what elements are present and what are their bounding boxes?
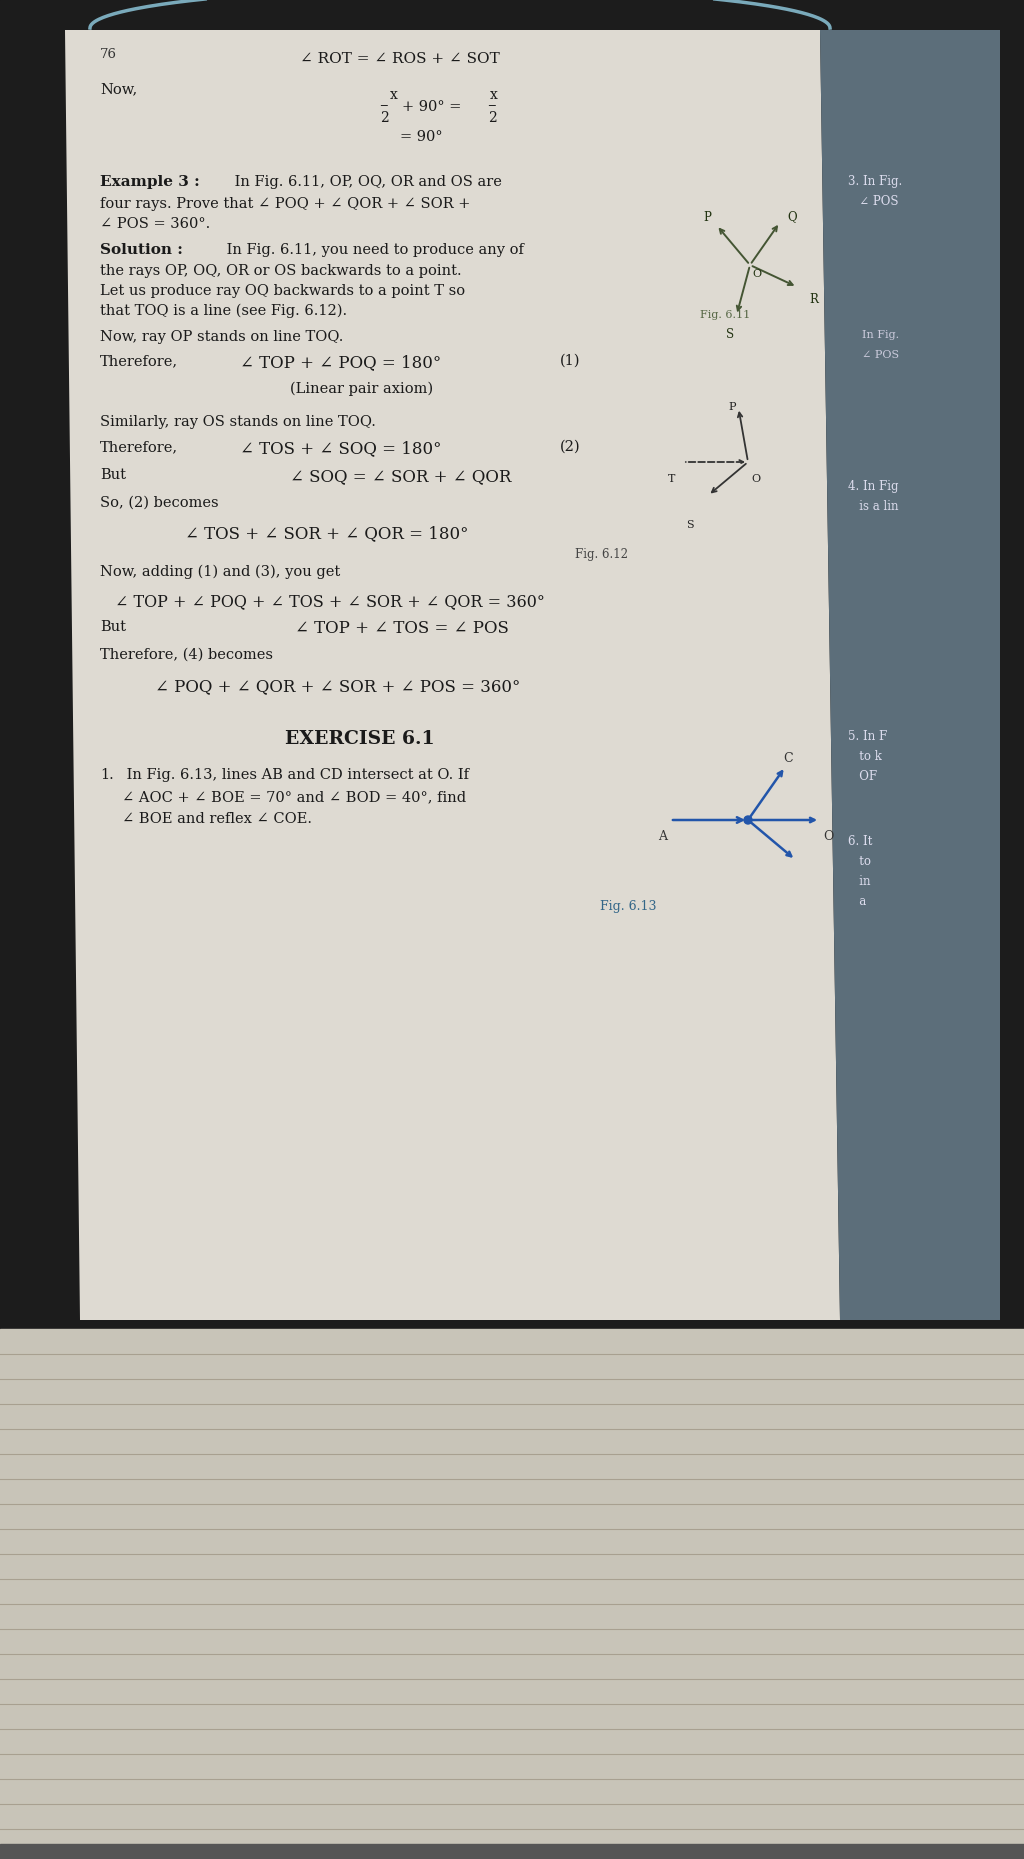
Text: Fig. 6.12: Fig. 6.12 — [575, 548, 628, 561]
Text: ∠ TOP + ∠ TOS = ∠ POS: ∠ TOP + ∠ TOS = ∠ POS — [295, 621, 509, 638]
Text: So, (2) becomes: So, (2) becomes — [100, 496, 219, 509]
Text: x: x — [490, 87, 498, 102]
Text: (2): (2) — [560, 441, 581, 454]
Text: ∠ ROT = ∠ ROS + ∠ SOT: ∠ ROT = ∠ ROS + ∠ SOT — [300, 52, 500, 67]
Text: But: But — [100, 468, 126, 481]
Text: O: O — [823, 829, 834, 842]
Text: A: A — [658, 829, 667, 842]
Text: Therefore, (4) becomes: Therefore, (4) becomes — [100, 649, 273, 662]
Text: ∠ TOS + ∠ SOQ = 180°: ∠ TOS + ∠ SOQ = 180° — [240, 441, 441, 457]
Text: OF: OF — [848, 770, 878, 783]
Text: 5. In F: 5. In F — [848, 731, 887, 744]
Text: to: to — [848, 855, 871, 868]
Text: O: O — [752, 270, 761, 279]
Text: ∠ TOP + ∠ POQ + ∠ TOS + ∠ SOR + ∠ QOR = 360°: ∠ TOP + ∠ POQ + ∠ TOS + ∠ SOR + ∠ QOR = … — [115, 593, 545, 610]
Text: Therefore,: Therefore, — [100, 353, 178, 368]
Text: 6. It: 6. It — [848, 835, 872, 848]
Text: Now,: Now, — [100, 82, 137, 97]
Text: Example 3 :: Example 3 : — [100, 175, 200, 190]
Text: P: P — [728, 402, 735, 413]
Text: ∠ POQ + ∠ QOR + ∠ SOR + ∠ POS = 360°: ∠ POQ + ∠ QOR + ∠ SOR + ∠ POS = 360° — [155, 679, 520, 695]
Polygon shape — [820, 30, 1000, 1320]
Text: 4. In Fig: 4. In Fig — [848, 480, 898, 493]
Text: O: O — [751, 474, 760, 483]
Text: ∠ TOP + ∠ POQ = 180°: ∠ TOP + ∠ POQ = 180° — [240, 353, 441, 372]
Text: 1.: 1. — [100, 768, 114, 783]
Text: + 90° =: + 90° = — [402, 100, 462, 113]
Text: S: S — [726, 327, 734, 340]
Text: Therefore,: Therefore, — [100, 441, 178, 454]
Text: Now, adding (1) and (3), you get: Now, adding (1) and (3), you get — [100, 565, 340, 580]
Text: ─: ─ — [380, 100, 387, 110]
Text: Fig. 6.11: Fig. 6.11 — [700, 310, 751, 320]
Text: ∠ BOE and reflex ∠ COE.: ∠ BOE and reflex ∠ COE. — [122, 812, 312, 825]
Text: in: in — [848, 876, 870, 889]
Text: ∠ TOS + ∠ SOR + ∠ QOR = 180°: ∠ TOS + ∠ SOR + ∠ QOR = 180° — [185, 524, 469, 543]
Text: ∠ SOQ = ∠ SOR + ∠ QOR: ∠ SOQ = ∠ SOR + ∠ QOR — [290, 468, 511, 485]
Text: Let us produce ray OQ backwards to a point T so: Let us produce ray OQ backwards to a poi… — [100, 284, 465, 297]
Text: = 90°: = 90° — [400, 130, 442, 143]
Text: Similarly, ray OS stands on line TOQ.: Similarly, ray OS stands on line TOQ. — [100, 415, 376, 429]
Text: But: But — [100, 621, 126, 634]
Text: (Linear pair axiom): (Linear pair axiom) — [290, 381, 433, 396]
Text: that TOQ is a line (see Fig. 6.12).: that TOQ is a line (see Fig. 6.12). — [100, 305, 347, 318]
Text: T: T — [668, 474, 676, 483]
Text: x: x — [390, 87, 398, 102]
Text: C: C — [783, 753, 793, 766]
Text: In Fig.: In Fig. — [862, 331, 899, 340]
Text: Q: Q — [787, 210, 797, 223]
Text: 3. In Fig.: 3. In Fig. — [848, 175, 902, 188]
Text: ─: ─ — [488, 100, 495, 110]
Text: P: P — [703, 212, 712, 225]
Text: a: a — [848, 894, 866, 907]
Polygon shape — [65, 30, 840, 1320]
Text: is a lin: is a lin — [848, 500, 898, 513]
Text: Fig. 6.13: Fig. 6.13 — [600, 900, 656, 913]
Text: ∠ POS: ∠ POS — [862, 349, 899, 361]
Text: In Fig. 6.11, OP, OQ, OR and OS are: In Fig. 6.11, OP, OQ, OR and OS are — [230, 175, 502, 190]
Text: 76: 76 — [100, 48, 117, 61]
Text: ∠ AOC + ∠ BOE = 70° and ∠ BOD = 40°, find: ∠ AOC + ∠ BOE = 70° and ∠ BOD = 40°, fin… — [122, 790, 466, 803]
Text: (1): (1) — [560, 353, 581, 368]
Circle shape — [744, 816, 752, 824]
Text: to k: to k — [848, 749, 882, 762]
Text: Now, ray OP stands on line TOQ.: Now, ray OP stands on line TOQ. — [100, 331, 343, 344]
Text: In Fig. 6.11, you need to produce any of: In Fig. 6.11, you need to produce any of — [222, 244, 524, 257]
Text: four rays. Prove that ∠ POQ + ∠ QOR + ∠ SOR +: four rays. Prove that ∠ POQ + ∠ QOR + ∠ … — [100, 197, 470, 212]
Text: EXERCISE 6.1: EXERCISE 6.1 — [285, 731, 434, 747]
Bar — [0, 1329, 1024, 1859]
Text: S: S — [686, 521, 693, 530]
Text: Solution :: Solution : — [100, 244, 183, 257]
Text: the rays OP, OQ, OR or OS backwards to a point.: the rays OP, OQ, OR or OS backwards to a… — [100, 264, 462, 279]
Text: In Fig. 6.13, lines AB and CD intersect at O. If: In Fig. 6.13, lines AB and CD intersect … — [122, 768, 469, 783]
Text: ∠ POS = 360°.: ∠ POS = 360°. — [100, 218, 210, 231]
Text: R: R — [809, 294, 818, 307]
Text: 2: 2 — [380, 112, 389, 125]
Bar — [0, 1844, 1024, 1859]
Text: 2: 2 — [488, 112, 497, 125]
Text: ∠ POS: ∠ POS — [848, 195, 898, 208]
